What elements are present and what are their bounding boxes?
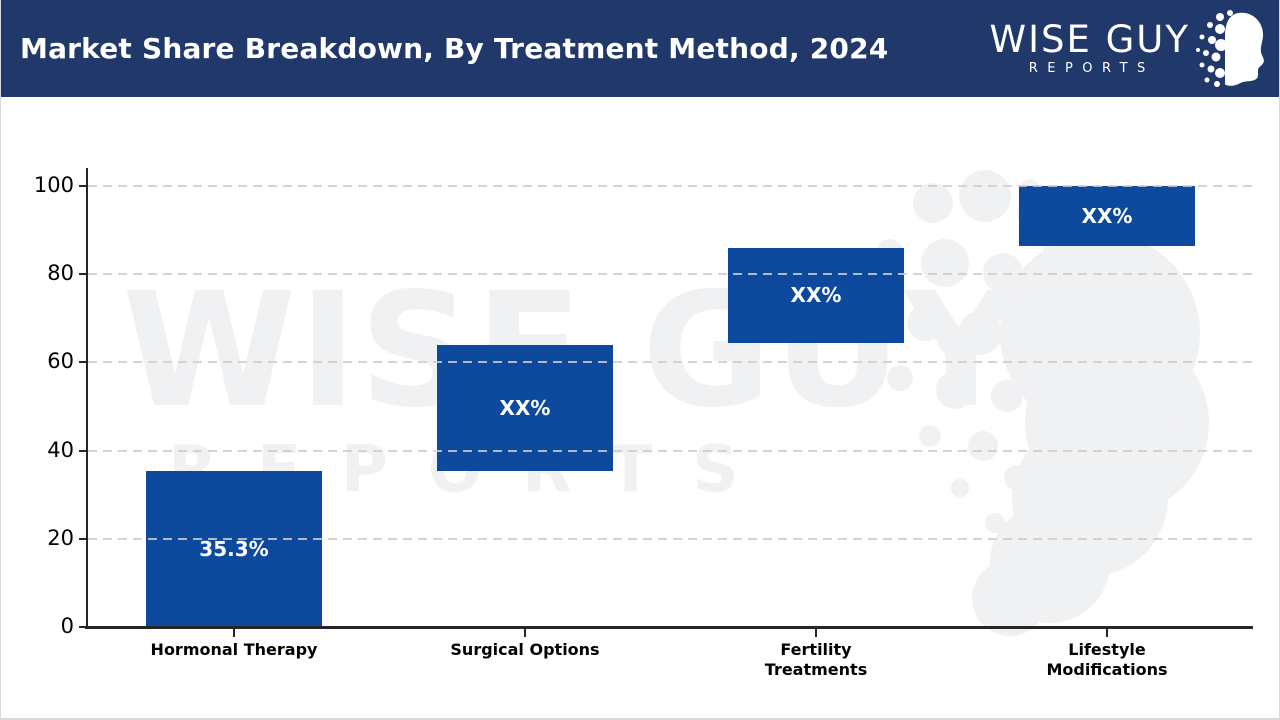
y-tick-mark — [79, 449, 87, 452]
logo-brand-text: WISE GUY — [989, 18, 1190, 61]
bar-fertility-treatments: XX% — [728, 247, 904, 343]
y-tick-mark — [79, 361, 87, 364]
x-tick-mark — [524, 628, 526, 637]
bar-surgical-options: XX% — [437, 344, 613, 472]
y-tick-label: 60 — [47, 349, 74, 374]
y-tick-mark — [79, 185, 87, 187]
x-category-label: Fertility Treatments — [764, 640, 868, 679]
x-tick-mark — [1106, 628, 1108, 637]
y-axis-spine — [86, 168, 88, 629]
logo-text: WISE GUY REPORTS — [989, 18, 1190, 77]
wise-guy-reports-logo: WISE GUY REPORTS — [990, 7, 1268, 91]
y-tick-label: 20 — [47, 525, 74, 550]
logo-head-icon — [1196, 9, 1264, 87]
y-tick-mark — [79, 537, 87, 540]
gridline-60 — [88, 361, 1252, 364]
x-tick-mark — [233, 628, 235, 637]
bar-value-label: XX% — [1081, 203, 1133, 228]
y-tick-label: 100 — [33, 173, 74, 197]
x-tick-mark — [815, 628, 817, 637]
bar-value-label: XX% — [790, 283, 842, 308]
gridline-100 — [88, 185, 1252, 187]
x-category-label: Surgical Options — [450, 640, 600, 659]
gridline-80 — [88, 273, 1252, 276]
y-tick-mark — [79, 626, 87, 628]
bar-hormonal-therapy: 35.3% — [146, 471, 322, 627]
y-tick-label: 40 — [47, 437, 74, 462]
y-tick-label: 0 — [60, 614, 74, 638]
y-tick-label: 80 — [47, 261, 74, 286]
bar-value-label: 35.3% — [199, 537, 269, 562]
x-axis-spine — [85, 626, 1253, 629]
x-category-label: Lifestyle Modifications — [1046, 640, 1168, 679]
chart-title: Market Share Breakdown, By Treatment Met… — [20, 32, 889, 65]
logo-sub-text: REPORTS — [1028, 61, 1155, 76]
gridline-40 — [88, 449, 1252, 452]
gridline-20 — [88, 537, 1252, 540]
bar-value-label: XX% — [499, 396, 551, 421]
x-category-label: Hormonal Therapy — [150, 640, 318, 659]
header-bar: Market Share Breakdown, By Treatment Met… — [0, 0, 1280, 97]
y-tick-mark — [79, 273, 87, 276]
watermark-head-icon — [865, 170, 1209, 636]
bar-lifestyle-modifications: XX% — [1019, 186, 1195, 246]
